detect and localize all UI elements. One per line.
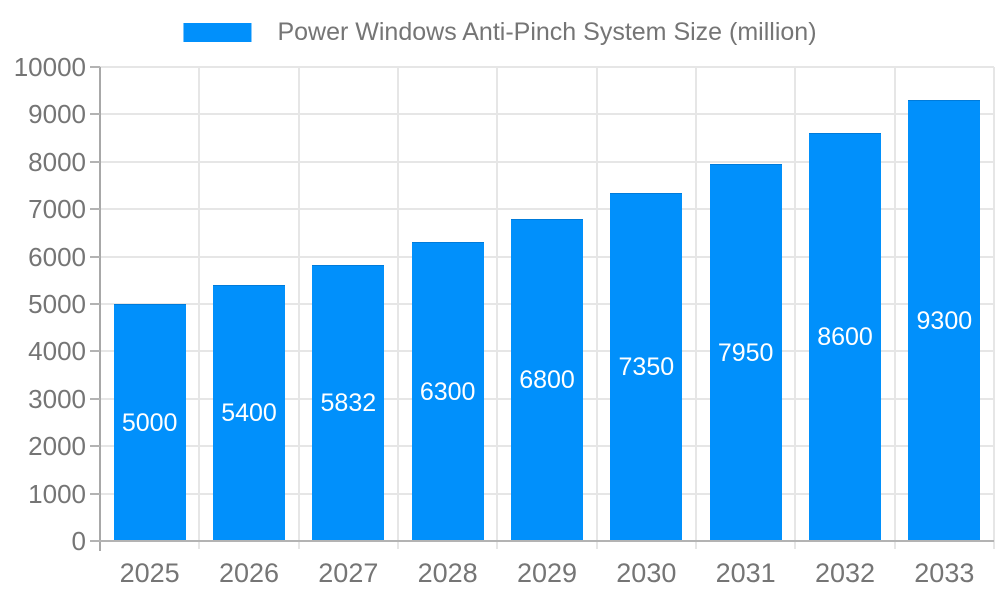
gridline-vertical [893, 67, 896, 549]
gridline-vertical [496, 67, 499, 549]
y-axis-tick [90, 350, 100, 353]
y-axis-tick-label: 0 [71, 526, 86, 556]
bar[interactable]: 6300 [411, 242, 484, 541]
gridline-vertical [695, 67, 697, 549]
y-axis-tick [90, 255, 100, 258]
bar[interactable]: 8600 [809, 133, 881, 541]
bar[interactable]: 5400 [213, 285, 285, 541]
y-axis-tick [90, 113, 100, 116]
y-axis-tick-label: 2000 [28, 431, 86, 462]
y-axis-tick-label: 1000 [28, 478, 86, 509]
bar-value-label: 6800 [519, 365, 575, 394]
x-axis-tick-label: 2029 [516, 558, 578, 588]
y-axis-tick [90, 540, 100, 542]
y-axis-line [99, 67, 101, 551]
y-axis-tick-label: 3000 [28, 383, 86, 414]
y-axis-tick [90, 397, 100, 400]
bar-value-label: 9300 [916, 306, 973, 335]
gridline-vertical [198, 67, 201, 549]
x-axis-tick-label: 2027 [318, 558, 379, 588]
gridline-vertical [397, 67, 399, 549]
x-axis-tick-label: 2026 [218, 558, 280, 588]
y-axis-tick [90, 160, 100, 163]
plot-area: 5000 5400 5832 6300 6800 7350 7950 8600 9300 [100, 66, 995, 549]
x-axis-tick-label: 2025 [119, 558, 180, 588]
y-axis-tick [90, 492, 100, 495]
y-axis-tick-label: 6000 [28, 241, 86, 272]
x-axis-tick-label: 2033 [914, 558, 975, 588]
bar[interactable]: 6800 [511, 218, 583, 541]
y-axis-tick-label: 7000 [28, 194, 86, 225]
bar-value-label: 7350 [618, 352, 675, 381]
bar[interactable]: 9300 [908, 100, 981, 541]
bar[interactable]: 7350 [610, 192, 683, 541]
bar[interactable]: 7950 [709, 164, 782, 541]
gridline-vertical [993, 67, 995, 549]
bar-value-label: 5832 [320, 388, 377, 417]
gridline-vertical [595, 67, 598, 549]
gridline-horizontal [100, 66, 994, 68]
y-axis-tick-label: 5000 [28, 289, 86, 319]
y-axis-tick-label: 8000 [28, 146, 86, 177]
legend-label: Power Windows Anti-Pinch System Size (mi… [277, 18, 817, 46]
legend-item[interactable]: Power Windows Anti-Pinch System Size (mi… [183, 17, 817, 47]
y-axis-tick-label: 10000 [13, 52, 86, 82]
x-axis-baseline [98, 540, 994, 542]
y-axis-tick-label: 4000 [28, 336, 86, 367]
x-axis-tick-label: 2031 [715, 558, 776, 588]
gridline-horizontal [100, 113, 994, 116]
bar[interactable]: 5000 [113, 304, 186, 541]
y-axis-tick [90, 208, 100, 211]
bar-value-label: 5400 [221, 399, 277, 427]
y-axis-tick [90, 66, 100, 68]
x-axis-tick-label: 2028 [417, 558, 478, 588]
bar-value-label: 7950 [717, 338, 774, 367]
legend-swatch-icon [183, 22, 252, 42]
x-axis-tick-label: 2030 [616, 558, 677, 588]
bar-value-label: 5000 [121, 408, 178, 437]
gridline-vertical [794, 67, 797, 549]
y-axis-tick-label: 9000 [28, 99, 86, 130]
y-axis-tick [90, 303, 100, 305]
gridline-vertical [297, 67, 300, 549]
gridline-horizontal [100, 160, 994, 163]
gridline-horizontal [100, 208, 994, 211]
x-axis-tick-label: 2032 [814, 558, 876, 588]
bar[interactable]: 5832 [312, 264, 385, 541]
legend: Power Windows Anti-Pinch System Size (mi… [183, 17, 817, 47]
bar-value-label: 8600 [817, 323, 873, 352]
y-axis-tick [90, 445, 100, 448]
bar-value-label: 6300 [419, 377, 476, 406]
